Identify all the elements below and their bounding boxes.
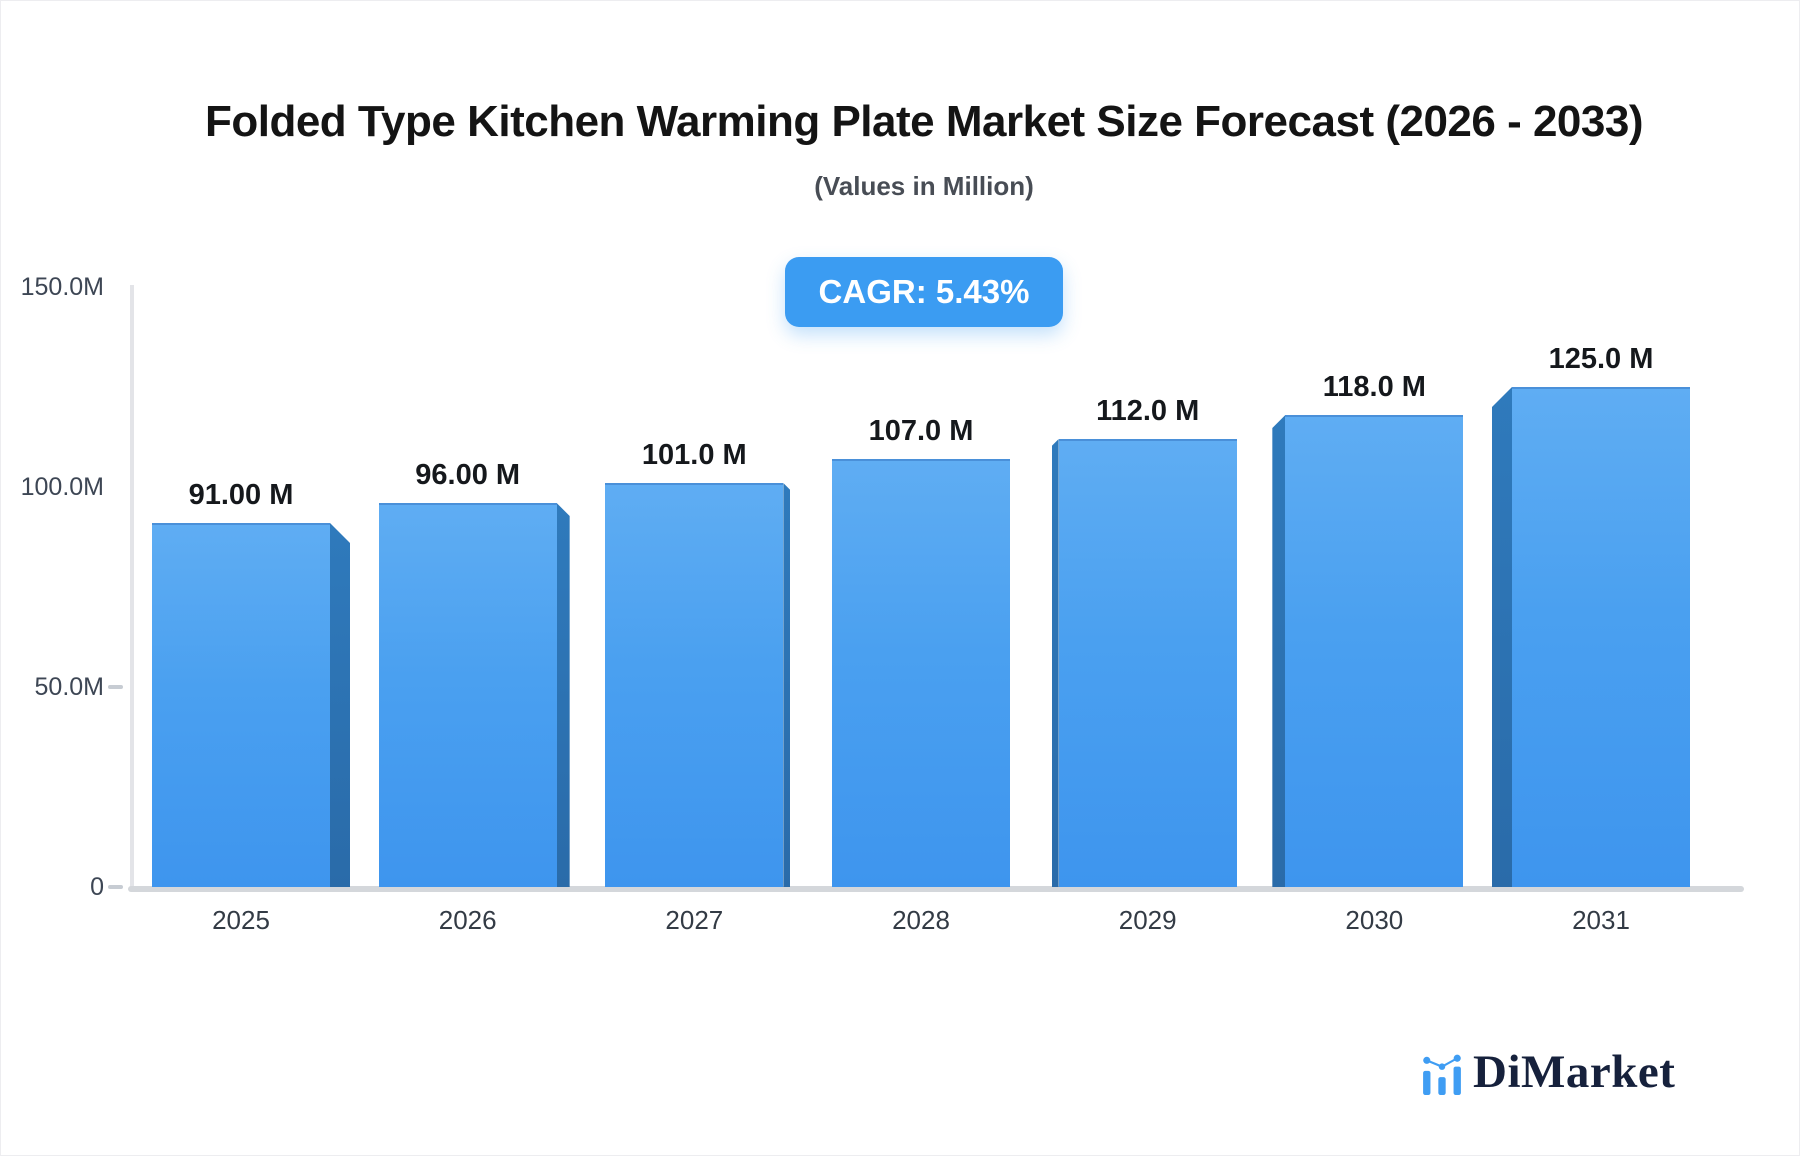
brand-name: DiMarket — [1473, 1046, 1676, 1098]
bar-3d-side — [556, 503, 570, 887]
x-axis-label: 2028 — [892, 905, 950, 935]
y-axis-label: 100.0M — [20, 473, 104, 501]
bar-3d-side — [330, 523, 350, 887]
y-axis-tick — [108, 685, 123, 689]
bar-value-label: 107.0 M — [868, 415, 974, 447]
bar-3d-side — [1272, 415, 1286, 887]
bar-3d-side — [783, 483, 791, 887]
bar-value-label: 96.00 M — [415, 459, 521, 491]
x-axis-label: 2031 — [1572, 905, 1630, 935]
x-axis-label: 2025 — [212, 905, 270, 935]
x-axis-baseline — [128, 886, 1744, 892]
y-axis-line — [130, 285, 134, 889]
bar-value-label: 112.0 M — [1096, 395, 1200, 427]
bar-2030 — [1285, 415, 1464, 887]
bar-3d-side — [1051, 439, 1059, 887]
chart-title: Folded Type Kitchen Warming Plate Market… — [204, 97, 1644, 146]
bar-value-label: 91.00 M — [188, 479, 294, 511]
y-axis-tick — [108, 885, 123, 889]
bar-2025 — [152, 523, 330, 887]
bar-value-label: 118.0 M — [1322, 371, 1426, 403]
chart-subtitle: (Values in Million) — [814, 171, 1034, 201]
bar-chart-logo-icon — [1423, 1054, 1461, 1095]
bar-2027 — [605, 483, 784, 887]
x-axis-label: 2027 — [665, 905, 724, 935]
x-axis-label: 2026 — [438, 905, 497, 935]
y-axis-label: 0 — [90, 873, 104, 901]
bar-value-label: 125.0 M — [1548, 343, 1654, 375]
y-axis-label: 150.0M — [20, 273, 104, 301]
bar-2028 — [832, 459, 1010, 887]
cagr-badge: CAGR: 5.43% — [784, 257, 1064, 327]
y-axis-label: 50.0M — [34, 673, 104, 701]
bar-2031 — [1512, 387, 1690, 887]
x-axis-label: 2029 — [1118, 905, 1177, 935]
bar-2026 — [378, 503, 557, 887]
brand-logo: DiMarket — [1421, 1041, 1675, 1097]
bar-2029 — [1058, 439, 1237, 887]
bar-value-label: 101.0 M — [641, 439, 747, 471]
bar-3d-side — [1492, 387, 1512, 887]
x-axis-label: 2030 — [1345, 905, 1404, 935]
